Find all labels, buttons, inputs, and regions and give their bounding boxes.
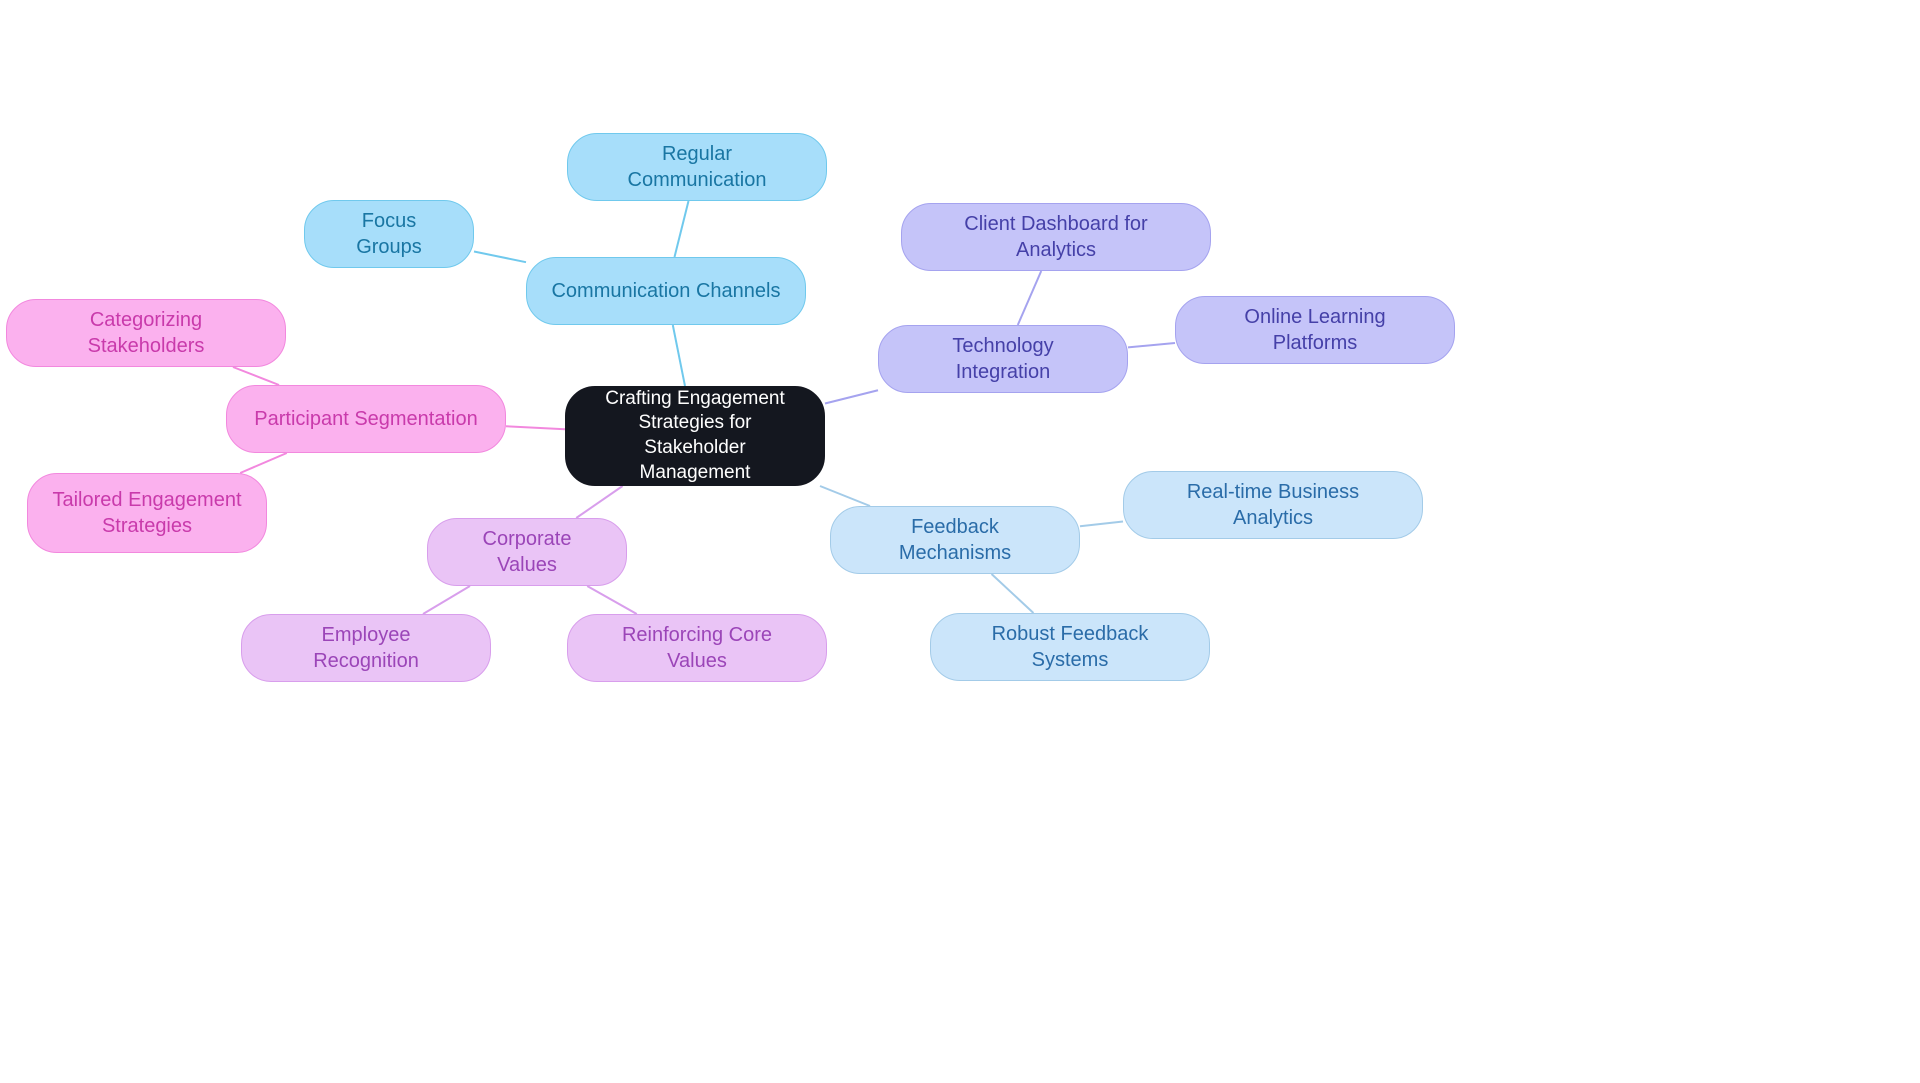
node-employee-recog: Employee Recognition (241, 614, 491, 682)
edge-center-tech-integration (825, 390, 878, 403)
node-client-dashboard: Client Dashboard for Analytics (901, 203, 1211, 271)
node-label: Crafting Engagement Strategies for Stake… (590, 387, 800, 486)
node-label: Reinforcing Core Values (592, 622, 802, 674)
edge-participant-seg-tailored (240, 453, 287, 473)
edge-corporate-values-reinforce-values (587, 586, 637, 614)
edge-center-participant-seg (506, 426, 565, 429)
node-feedback-mech: Feedback Mechanisms (830, 506, 1080, 574)
edge-tech-integration-online-learning (1128, 343, 1175, 347)
node-categorizing: Categorizing Stakeholders (6, 299, 286, 367)
node-robust-feedback: Robust Feedback Systems (930, 613, 1210, 681)
node-label: Tailored Engagement Strategies (52, 487, 241, 539)
node-comm-channels: Communication Channels (526, 257, 806, 325)
edge-participant-seg-categorizing (233, 367, 279, 385)
edge-corporate-values-employee-recog (423, 586, 470, 614)
edge-feedback-mech-robust-feedback (992, 574, 1034, 613)
edge-center-feedback-mech (820, 486, 870, 506)
edge-center-comm-channels (673, 325, 685, 386)
edge-center-corporate-values (576, 486, 622, 518)
edge-comm-channels-regular-comm (675, 201, 689, 257)
edge-feedback-mech-realtime-analytics (1080, 522, 1123, 527)
node-corporate-values: Corporate Values (427, 518, 627, 586)
node-tech-integration: Technology Integration (878, 325, 1128, 393)
node-label: Employee Recognition (266, 622, 466, 674)
node-online-learning: Online Learning Platforms (1175, 296, 1455, 364)
node-label: Online Learning Platforms (1200, 304, 1430, 356)
node-label: Feedback Mechanisms (855, 514, 1055, 566)
node-label: Corporate Values (452, 526, 602, 578)
node-label: Regular Communication (592, 141, 802, 193)
node-label: Participant Segmentation (254, 406, 477, 432)
node-center: Crafting Engagement Strategies for Stake… (565, 386, 825, 486)
edge-tech-integration-client-dashboard (1018, 271, 1041, 325)
node-reinforce-values: Reinforcing Core Values (567, 614, 827, 682)
node-label: Categorizing Stakeholders (31, 307, 261, 359)
node-label: Technology Integration (903, 333, 1103, 385)
node-label: Focus Groups (329, 208, 449, 260)
node-label: Real-time Business Analytics (1148, 479, 1398, 531)
node-realtime-analytics: Real-time Business Analytics (1123, 471, 1423, 539)
node-label: Robust Feedback Systems (955, 621, 1185, 673)
node-tailored: Tailored Engagement Strategies (27, 473, 267, 553)
node-label: Communication Channels (551, 278, 780, 304)
node-participant-seg: Participant Segmentation (226, 385, 506, 453)
edge-comm-channels-focus-groups (474, 251, 526, 262)
node-focus-groups: Focus Groups (304, 200, 474, 268)
node-regular-comm: Regular Communication (567, 133, 827, 201)
node-label: Client Dashboard for Analytics (926, 211, 1186, 263)
